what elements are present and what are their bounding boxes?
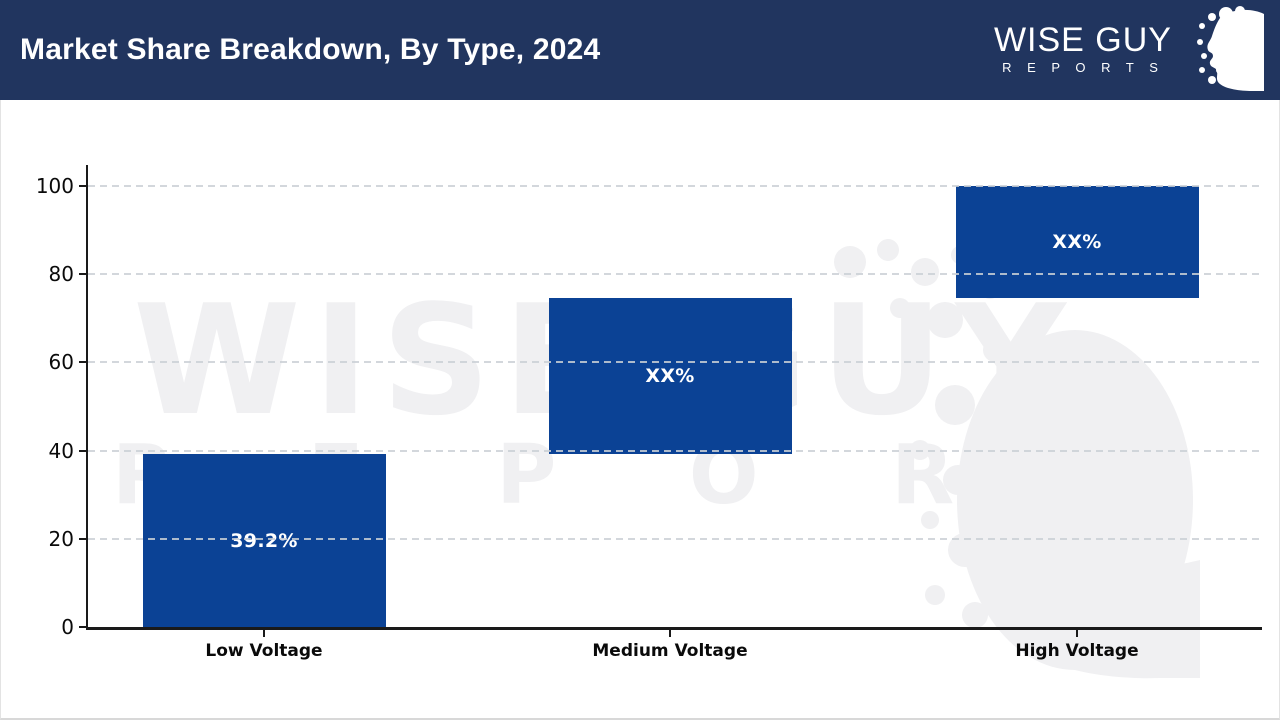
bar-value-label-low-voltage: 39.2% <box>230 529 298 552</box>
y-tick-label-100: 100 <box>35 174 74 198</box>
y-tick-label-20: 20 <box>48 526 74 551</box>
dotted-face-logo-icon <box>1174 4 1266 96</box>
y-tick-60 <box>79 361 87 364</box>
y-tick-100 <box>79 185 87 187</box>
x-category-label-high-voltage: High Voltage <box>1015 641 1139 661</box>
y-tick-label-0: 0 <box>61 615 74 639</box>
logo-subtitle: R E P O R T S <box>1002 60 1164 75</box>
gridline-100 <box>88 185 1262 187</box>
bar-high-voltage: XX% <box>955 186 1199 299</box>
gridline-60 <box>88 361 1262 364</box>
logo-text: WISE GUY R E P O R T S <box>994 23 1172 77</box>
gridline-20 <box>88 537 1262 540</box>
y-tick-0 <box>79 626 87 628</box>
page-title: Market Share Breakdown, By Type, 2024 <box>20 33 601 66</box>
bar-value-label-high-voltage: XX% <box>1052 231 1102 254</box>
y-tick-label-40: 40 <box>48 438 74 463</box>
x-category-label-low-voltage: Low Voltage <box>205 641 323 661</box>
x-axis-line <box>86 627 1262 630</box>
x-tick-medium-voltage <box>669 629 671 637</box>
x-category-label-medium-voltage: Medium Voltage <box>592 641 748 661</box>
y-tick-label-60: 60 <box>48 350 74 375</box>
x-tick-low-voltage <box>263 629 265 637</box>
bar-value-label-medium-voltage: XX% <box>645 365 695 388</box>
y-tick-40 <box>79 449 87 452</box>
y-tick-label-80: 80 <box>48 262 74 287</box>
watermark-face-icon <box>780 200 1200 684</box>
y-tick-20 <box>79 537 87 540</box>
y-tick-80 <box>79 273 87 276</box>
y-axis-line <box>86 165 88 629</box>
gridline-80 <box>88 273 1262 276</box>
logo-name: WISE GUY <box>993 21 1172 59</box>
header-bar: Market Share Breakdown, By Type, 2024 WI… <box>0 0 1280 100</box>
x-tick-high-voltage <box>1076 629 1078 637</box>
bar-low-voltage: 39.2% <box>142 454 386 627</box>
gridline-40 <box>88 449 1262 452</box>
bar-medium-voltage: XX% <box>548 298 792 455</box>
wise-guy-reports-logo: WISE GUY R E P O R T S <box>994 4 1266 96</box>
